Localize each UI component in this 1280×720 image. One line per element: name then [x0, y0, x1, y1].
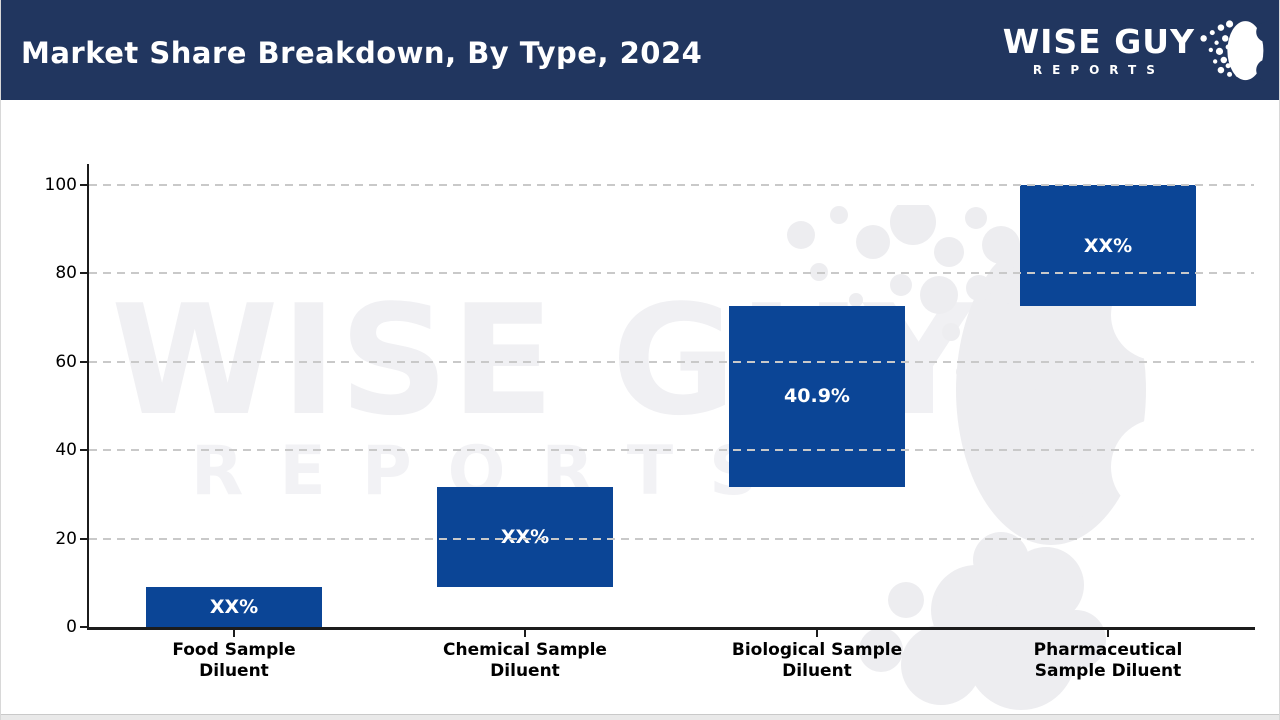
- y-tick-label: 20: [55, 528, 77, 549]
- x-tick-mark: [1107, 630, 1109, 637]
- y-axis-line: [87, 164, 89, 629]
- x-tick-mark: [233, 630, 235, 637]
- y-tick-mark: [80, 537, 88, 540]
- bar: 40.9%: [729, 306, 905, 487]
- bar: XX%: [437, 486, 613, 588]
- y-tick-label: 80: [55, 263, 77, 284]
- page-title: Market Share Breakdown, By Type, 2024: [21, 36, 703, 70]
- bar: XX%: [146, 587, 322, 627]
- x-tick-label: Pharmaceutical Sample Diluent: [1033, 640, 1183, 681]
- logo-text: WISE GUY REPORTS: [1003, 22, 1195, 77]
- x-axis-line: [87, 627, 1255, 630]
- y-tick-mark: [80, 449, 88, 452]
- logo-subtitle: REPORTS: [1032, 63, 1165, 77]
- gridline: [89, 184, 1254, 186]
- logo-head-icon: [1200, 20, 1267, 81]
- y-tick-label: 0: [66, 617, 77, 637]
- y-tick-mark: [80, 360, 88, 363]
- bar-value-label: XX%: [500, 526, 550, 549]
- y-tick-label: 100: [44, 175, 77, 195]
- bar-value-label: XX%: [1083, 234, 1133, 257]
- bar-value-label: 40.9%: [784, 385, 850, 408]
- x-tick-mark: [524, 630, 526, 637]
- x-tick-mark: [816, 630, 818, 637]
- x-tick-label: Biological Sample Diluent: [731, 640, 903, 681]
- x-tick-label: Chemical Sample Diluent: [443, 640, 607, 681]
- gridline: [89, 537, 1254, 540]
- footer-strip: [1, 714, 1279, 720]
- y-tick-label: 60: [55, 351, 77, 372]
- bar: XX%: [1020, 185, 1196, 307]
- gridline: [89, 449, 1254, 452]
- gridline: [89, 360, 1254, 363]
- y-tick-mark: [80, 184, 88, 186]
- y-tick-mark: [80, 626, 88, 628]
- gridline: [89, 272, 1254, 275]
- y-tick-label: 40: [55, 440, 77, 461]
- bar-value-label: XX%: [209, 596, 259, 619]
- header-bar: Market Share Breakdown, By Type, 2024 WI…: [1, 0, 1279, 100]
- y-tick-mark: [80, 272, 88, 275]
- wise-guy-logo: WISE GUY REPORTS: [1003, 6, 1267, 94]
- logo-wordmark: WISE GUY: [1002, 22, 1195, 61]
- x-tick-label: Food Sample Diluent: [172, 640, 296, 681]
